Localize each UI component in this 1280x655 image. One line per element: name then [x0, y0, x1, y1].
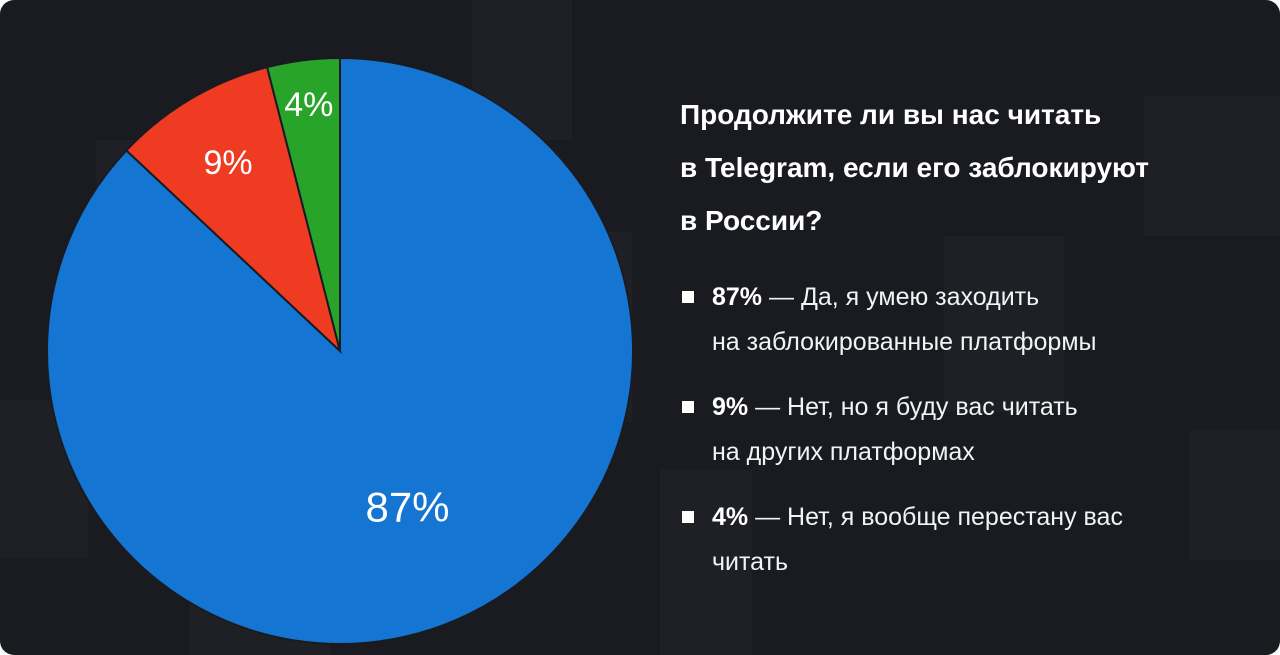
question-line: в России? [680, 205, 823, 236]
question-line: Продолжите ли вы нас читать [680, 99, 1102, 130]
pie-slice-4% [265, 56, 341, 352]
pie-label-87%: 87% [365, 484, 449, 531]
pie-chart: 87% 9% 4% [46, 56, 634, 645]
answer-text: 4% — Нет, я вообще перестану вас читать [712, 495, 1123, 585]
question-line: в Telegram, если его заблокируют [680, 152, 1149, 183]
answer-label: — Да, я умею заходить [769, 283, 1040, 311]
answer-percent: 87% [712, 283, 763, 311]
poll-question: Продолжите ли вы нас читать в Telegram, … [680, 88, 1220, 247]
pie-slice-9% [124, 65, 342, 355]
answer-line: 9% — Нет, но я буду вас читать [712, 385, 1078, 430]
answer-item: 4% — Нет, я вообще перестану вас читать [680, 495, 1220, 585]
answer-label: — Нет, я вообще перестану вас [755, 503, 1123, 531]
answer-line: читать [712, 548, 788, 576]
pie-label-9%: 9% [204, 144, 253, 182]
answer-line: на заблокированные платформы [712, 328, 1097, 356]
bullet-square-icon [682, 401, 694, 413]
answer-line: 87% — Да, я умею заходить [712, 275, 1097, 320]
answer-text: 9% — Нет, но я буду вас читать на других… [712, 385, 1078, 475]
bullet-square-icon [682, 511, 694, 523]
answer-list: 87% — Да, я умею заходить на заблокирова… [680, 275, 1220, 585]
pie-label-4%: 4% [284, 86, 333, 124]
answer-percent: 9% [712, 393, 749, 421]
answer-line: на других платформах [712, 438, 975, 466]
answer-label: — Нет, но я буду вас читать [755, 393, 1078, 421]
answer-item: 87% — Да, я умею заходить на заблокирова… [680, 275, 1220, 365]
answer-line: 4% — Нет, я вообще перестану вас [712, 495, 1123, 540]
answer-percent: 4% [712, 503, 749, 531]
answer-item: 9% — Нет, но я буду вас читать на других… [680, 385, 1220, 475]
answer-text: 87% — Да, я умею заходить на заблокирова… [712, 275, 1097, 365]
bullet-square-icon [682, 291, 694, 303]
poll-text-panel: Продолжите ли вы нас читать в Telegram, … [680, 88, 1220, 605]
